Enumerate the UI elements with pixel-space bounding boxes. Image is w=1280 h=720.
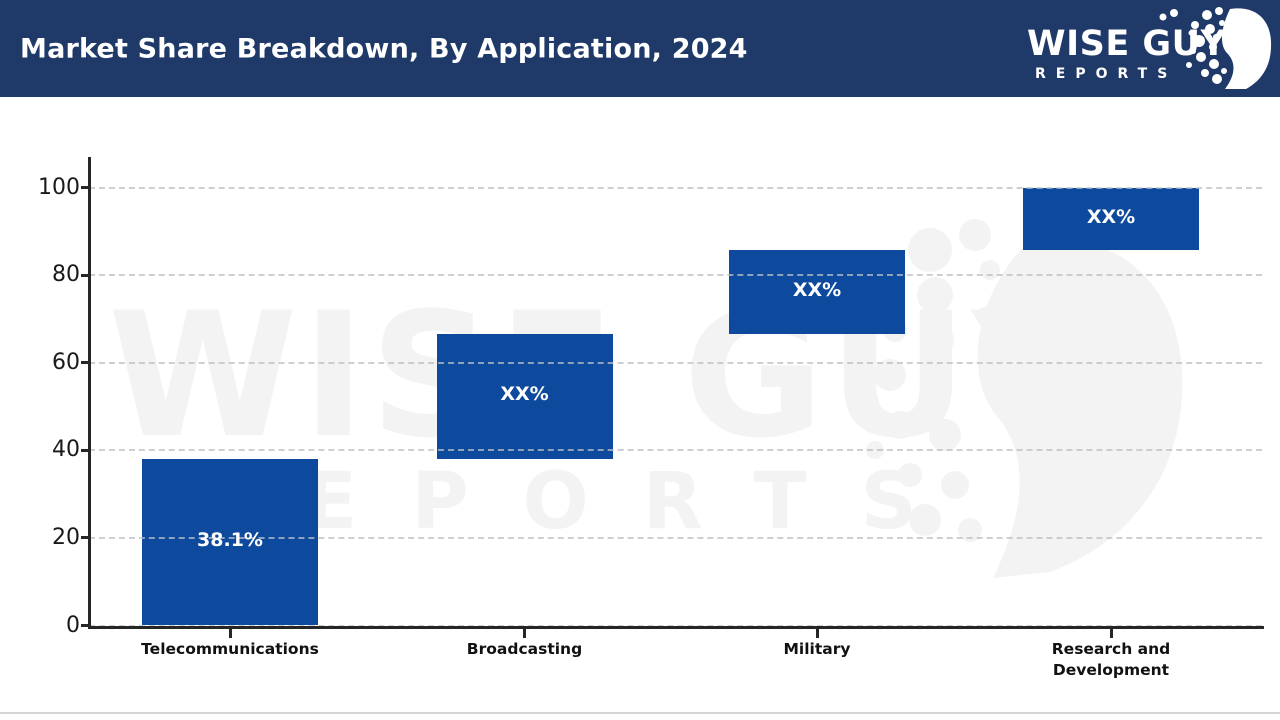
logo-text-line2: REPORTS <box>1035 66 1177 82</box>
ytick-mark-0 <box>81 624 89 627</box>
bottom-rule <box>0 712 1280 714</box>
ytick-label-0: 0 <box>66 612 80 638</box>
xtick-label-telecommunications: Telecommunications <box>110 639 350 660</box>
ytick-label-80: 80 <box>52 262 80 288</box>
xtick-mark-broadcasting <box>523 629 526 638</box>
xtick-label-text: Telecommunications <box>141 640 319 658</box>
gridline-60 <box>89 361 1262 364</box>
x-axis-line <box>88 626 1264 629</box>
bar-research-and-development <box>1023 187 1199 251</box>
ytick-label-20: 20 <box>52 524 80 550</box>
gridline-80 <box>89 274 1262 277</box>
ytick-label-100: 100 <box>38 174 80 200</box>
bar-broadcasting <box>436 334 613 459</box>
bar-value-telecommunications: 38.1% <box>197 529 263 552</box>
bar-military <box>729 250 905 335</box>
ytick-mark-100 <box>81 186 89 189</box>
xtick-label-military: Military <box>697 639 937 660</box>
y-axis-line <box>88 157 91 628</box>
gridline-40 <box>89 449 1262 452</box>
ytick-mark-20 <box>81 536 89 540</box>
xtick-label-research-and-development: Research and Development <box>991 639 1231 681</box>
gridline-0 <box>89 624 1262 627</box>
header: Market Share Breakdown, By Application, … <box>0 0 1280 97</box>
bar-value-military: XX% <box>792 279 842 302</box>
ytick-label-40: 40 <box>52 437 80 463</box>
bar-telecommunications <box>142 458 318 626</box>
bar-value-broadcasting: XX% <box>500 383 549 406</box>
gridline-20 <box>89 536 1262 539</box>
ytick-mark-60 <box>81 361 89 365</box>
logo-face-icon <box>1159 7 1272 90</box>
xtick-mark-research-and-development <box>1109 629 1113 638</box>
xtick-label-text: Research and Development <box>1051 640 1171 679</box>
ytick-label-60: 60 <box>52 349 80 375</box>
xtick-label-text: Military <box>783 640 851 658</box>
ytick-mark-80 <box>81 273 89 277</box>
xtick-label-broadcasting: Broadcasting <box>405 639 645 660</box>
ytick-mark-40 <box>81 448 89 452</box>
xtick-label-text: Broadcasting <box>466 640 583 658</box>
logo-text-line1: WISE GUY <box>1027 24 1227 64</box>
gridline-100 <box>89 186 1262 189</box>
wiseguy-logo: WISE GUY REPORTS <box>1027 7 1272 90</box>
xtick-mark-military <box>815 629 819 638</box>
page-title: Market Share Breakdown, By Application, … <box>20 33 748 64</box>
xtick-mark-telecommunications <box>228 629 232 638</box>
bar-value-research-and-development: XX% <box>1086 205 1136 228</box>
